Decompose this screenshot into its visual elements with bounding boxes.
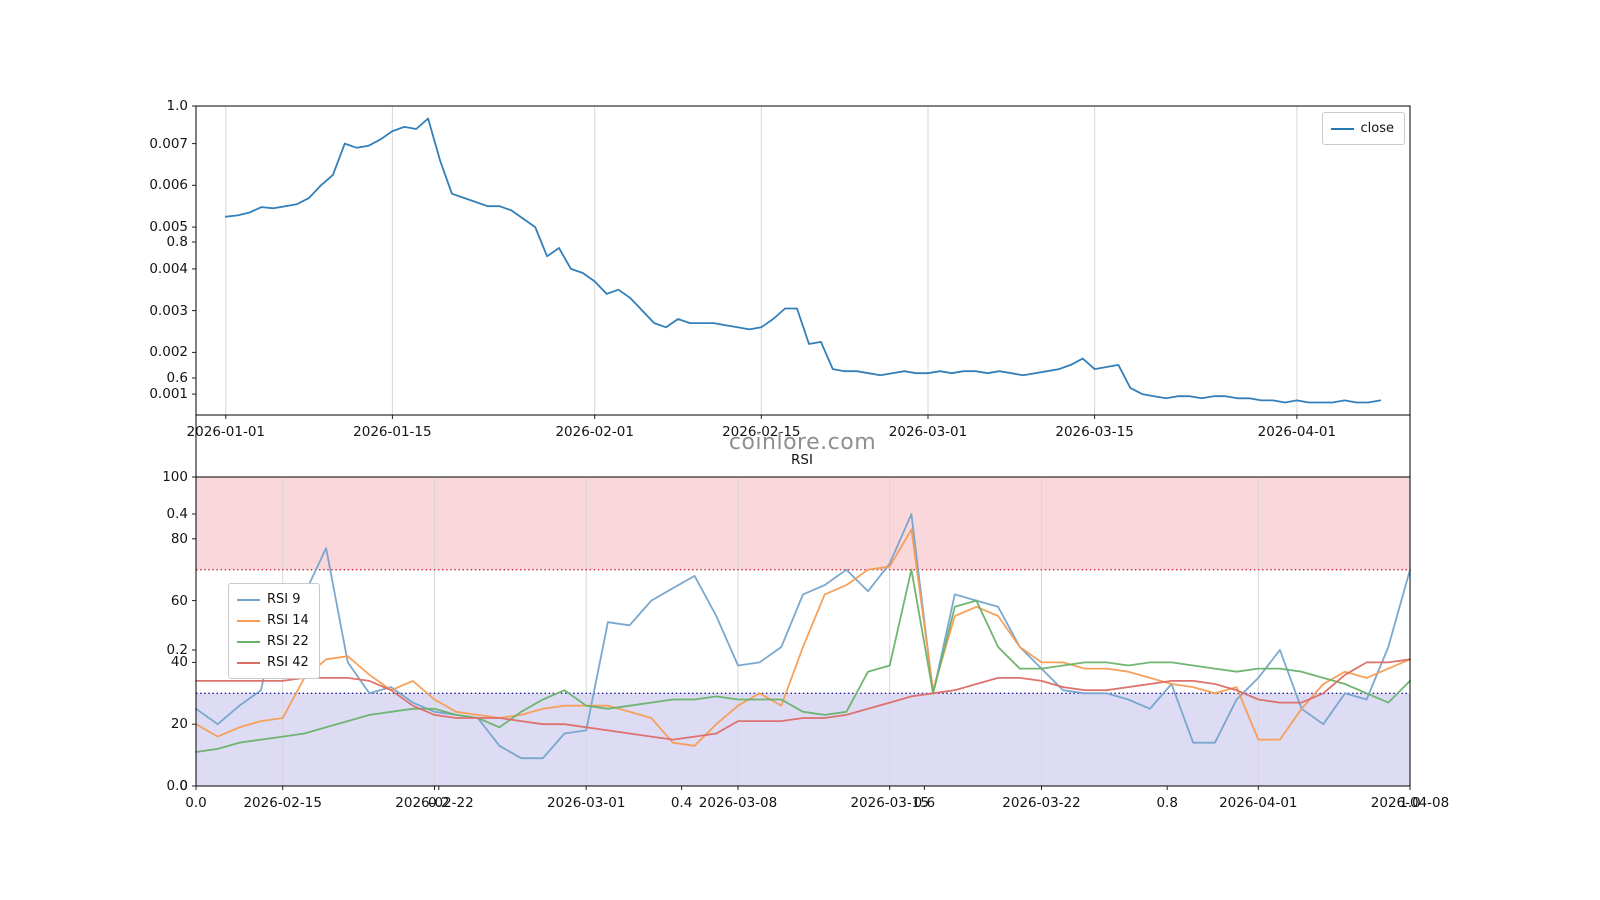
y-tick-label: 0.001 [149, 386, 188, 403]
background-x-tick-label: 0.2 [428, 795, 450, 811]
legend-item-rsi-9: RSI 9 [237, 589, 309, 610]
x-tick-label: 2026-02-01 [555, 424, 634, 440]
close-legend-label: close [1360, 121, 1394, 136]
x-tick-label: 2026-03-15 [1055, 424, 1134, 440]
close-legend: close [1321, 112, 1405, 145]
legend-item-rsi-14: RSI 14 [237, 610, 309, 631]
x-tick-label: 2026-03-22 [1002, 795, 1081, 811]
x-tick-label: 2026-02-22 [395, 795, 474, 811]
close-line-sample [1330, 127, 1354, 130]
legend-label: RSI 14 [267, 613, 309, 628]
background-y-tick-label: 1.0 [166, 98, 188, 114]
background-x-tick-label: 0.6 [913, 795, 936, 811]
legend-item-close: close [1330, 118, 1394, 139]
x-tick-label: 2026-03-01 [546, 795, 626, 811]
legend-item-rsi-42: RSI 42 [237, 652, 309, 673]
background-y-tick-label: 0.4 [166, 506, 188, 522]
background-x-tick-label: 0.4 [670, 795, 693, 811]
x-tick-label: 2026-03-01 [888, 424, 968, 440]
rsi-9-line [195, 513, 1411, 760]
rsi-9-line-sample [237, 598, 260, 601]
y-tick-label: 0.005 [149, 219, 188, 236]
x-tick-label: 2026-02-15 [722, 424, 801, 440]
axes-frame [195, 476, 1411, 787]
oversold-band [196, 693, 1410, 786]
close-line [224, 117, 1382, 404]
rsi-22-line-sample [237, 640, 260, 643]
y-tick-label: 20 [170, 716, 188, 733]
background-y-tick-label: 0.6 [166, 370, 188, 386]
y-tick-label: 0.003 [149, 302, 188, 319]
watermark: coinlore.com [728, 430, 877, 455]
y-tick-label: 0.006 [149, 177, 188, 194]
background-y-tick-label: 0.8 [166, 234, 188, 250]
background-x-tick-label: 1.0 [1399, 795, 1421, 811]
overbought-band [196, 477, 1410, 570]
rsi-14-line [195, 528, 1411, 747]
x-tick-label: 2026-02-15 [243, 795, 322, 811]
x-tick-label: 2026-04-01 [1219, 795, 1298, 811]
rsi-42-line [195, 658, 1411, 741]
y-tick-label: 0.007 [149, 135, 188, 152]
y-tick-label: 60 [170, 592, 188, 609]
legend-label: RSI 42 [267, 655, 309, 670]
y-tick-label: 0.002 [149, 344, 188, 361]
axes-frame [195, 105, 1411, 416]
legend-label: RSI 9 [267, 592, 301, 607]
rsi-legend: RSI 9 RSI 14 RSI 22 RSI 42 [228, 583, 320, 679]
rsi-42-line-sample [237, 661, 260, 664]
background-x-tick-label: 0.8 [1156, 795, 1178, 811]
rsi-22-line [195, 568, 1411, 753]
x-tick-label: 2026-01-01 [186, 424, 266, 440]
x-tick-label: 2026-03-15 [850, 795, 929, 811]
rsi-14-line-sample [237, 619, 260, 622]
background-y-tick-label: 0.0 [166, 778, 188, 794]
x-tick-label: 2026-04-01 [1257, 424, 1337, 440]
x-tick-label: 2026-01-15 [353, 424, 432, 440]
y-tick-label: 100 [162, 469, 188, 485]
y-tick-label: 0 [179, 778, 188, 794]
y-tick-label: 0.004 [149, 260, 188, 277]
background-x-tick-label: 0.0 [185, 795, 207, 811]
y-tick-label: 40 [170, 654, 188, 671]
rsi-chart-title: RSI [791, 452, 813, 468]
legend-label: RSI 22 [267, 634, 309, 649]
legend-item-rsi-22: RSI 22 [237, 631, 309, 652]
x-tick-label: 2026-03-08 [698, 795, 778, 811]
y-tick-label: 80 [170, 530, 188, 547]
background-y-tick-label: 0.2 [166, 642, 188, 658]
x-tick-label: 2026-04-08 [1370, 795, 1450, 811]
